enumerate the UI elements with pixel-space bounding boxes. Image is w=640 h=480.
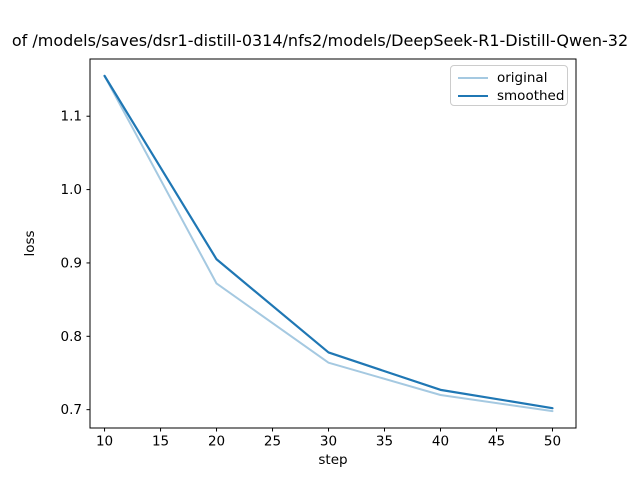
y-tick-label: 0.7 <box>61 402 82 418</box>
legend-label-smoothed: smoothed <box>497 88 565 104</box>
x-tick-label: 40 <box>432 434 449 450</box>
x-axis-label: step <box>318 452 347 468</box>
x-tick-label: 20 <box>208 434 225 450</box>
legend-item-original: original <box>458 69 561 87</box>
y-tick-label: 1.0 <box>61 182 82 198</box>
legend-item-smoothed: smoothed <box>458 87 565 105</box>
legend-label-original: original <box>497 70 548 86</box>
original-line <box>103 74 554 413</box>
y-tick-label: 0.9 <box>61 255 82 271</box>
y-axis-label: loss <box>22 230 38 256</box>
y-tick-label: 0.8 <box>61 329 82 345</box>
x-tick-label: 35 <box>376 434 393 450</box>
x-tick-label: 50 <box>544 434 561 450</box>
legend: original smoothed <box>450 65 568 106</box>
smoothed-line <box>103 74 554 410</box>
x-tick-label: 15 <box>152 434 169 450</box>
axes-spines <box>89 58 577 429</box>
x-tick-label: 10 <box>96 434 113 450</box>
x-tick-label: 25 <box>264 434 281 450</box>
x-tick-label: 45 <box>488 434 505 450</box>
original-line-swatch <box>458 77 488 79</box>
x-tick-label: 30 <box>320 434 337 450</box>
chart-title: of /models/saves/dsr1-distill-0314/nfs2/… <box>11 31 629 50</box>
smoothed-line-swatch <box>458 95 488 97</box>
y-tick-label: 1.1 <box>61 109 82 125</box>
